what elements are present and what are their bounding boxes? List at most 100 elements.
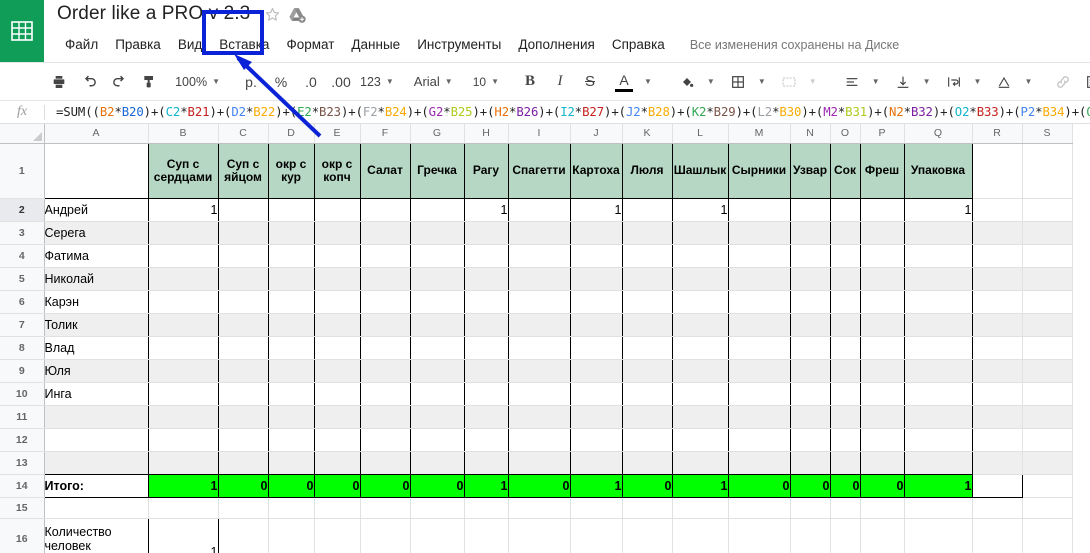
grid-cell[interactable] [508, 497, 571, 519]
text-rotation-button[interactable]: ▼ [985, 69, 1036, 95]
order-qty-cell[interactable] [360, 290, 411, 314]
grid-cell[interactable] [268, 497, 315, 519]
order-qty-cell[interactable] [218, 313, 269, 337]
order-qty-cell[interactable] [672, 428, 729, 452]
grid-cell[interactable] [1022, 518, 1073, 553]
grid-cell[interactable] [1022, 405, 1073, 429]
formula-input[interactable]: =SUM((B2*B20)+(C2*B21)+(D2*B22)+(E2*B23)… [45, 105, 1090, 119]
order-qty-cell[interactable] [508, 359, 571, 383]
order-qty-cell[interactable] [508, 221, 571, 245]
grid-cell[interactable] [728, 497, 791, 519]
order-qty-cell[interactable] [830, 405, 861, 429]
menu-item-help[interactable]: Справка [611, 37, 665, 52]
order-qty-cell[interactable] [410, 405, 465, 429]
grid-cell[interactable] [972, 336, 1023, 360]
order-qty-cell[interactable] [860, 198, 905, 222]
total-value-cell[interactable]: 0 [728, 473, 791, 498]
product-header-cell[interactable]: Суп с сердцами [147, 142, 219, 199]
order-qty-cell[interactable] [790, 382, 831, 406]
grid-cell[interactable] [410, 497, 465, 519]
bold-button[interactable]: B [524, 73, 535, 89]
order-qty-cell[interactable] [410, 267, 465, 291]
order-qty-cell[interactable] [464, 428, 509, 452]
grid-cell[interactable] [972, 497, 1023, 519]
order-qty-cell[interactable] [830, 336, 861, 360]
person-name-cell[interactable]: Влад [43, 336, 149, 360]
row-header-7[interactable]: 7 [0, 313, 45, 337]
order-qty-cell[interactable] [904, 221, 973, 245]
product-header-cell[interactable]: Рагу [464, 142, 509, 199]
order-qty-cell[interactable] [728, 428, 791, 452]
grid-cell[interactable] [44, 497, 149, 519]
column-header-M[interactable]: M [728, 124, 791, 144]
order-qty-cell[interactable]: 1 [904, 198, 973, 222]
order-qty-cell[interactable] [360, 359, 411, 383]
order-qty-cell[interactable] [904, 382, 973, 406]
header-cell-a1[interactable] [43, 142, 149, 199]
grid-cell[interactable] [570, 518, 623, 553]
order-qty-cell[interactable] [904, 359, 973, 383]
sheets-grid-icon[interactable] [0, 0, 44, 62]
order-qty-cell[interactable] [570, 267, 623, 291]
order-qty-cell[interactable] [672, 221, 729, 245]
grid-cell[interactable] [972, 290, 1023, 314]
order-qty-cell[interactable] [728, 198, 791, 222]
order-qty-cell[interactable] [360, 244, 411, 268]
order-qty-cell[interactable] [830, 382, 861, 406]
order-qty-cell[interactable] [464, 405, 509, 429]
order-qty-cell[interactable] [218, 221, 269, 245]
horizontal-align-button[interactable]: ▼ [833, 69, 884, 95]
order-qty-cell[interactable] [790, 290, 831, 314]
order-qty-cell[interactable] [904, 267, 973, 291]
order-qty-cell[interactable] [410, 290, 465, 314]
order-qty-cell[interactable] [570, 382, 623, 406]
order-qty-cell[interactable] [860, 359, 905, 383]
order-qty-cell[interactable] [147, 428, 219, 452]
grid-cell[interactable] [464, 497, 509, 519]
product-header-cell[interactable]: Узвар [790, 142, 831, 199]
drive-add-icon[interactable] [286, 4, 306, 24]
order-qty-cell[interactable] [508, 405, 571, 429]
grid-cell[interactable] [314, 497, 361, 519]
product-header-cell[interactable]: окр с копч [314, 142, 361, 199]
order-qty-cell[interactable] [860, 451, 905, 475]
order-qty-cell[interactable] [508, 267, 571, 291]
grid-cell[interactable] [1022, 428, 1073, 452]
zoom-selector[interactable]: 100% ▼ [175, 69, 224, 95]
paint-format-icon[interactable] [136, 69, 162, 95]
person-name-cell[interactable] [43, 428, 149, 452]
column-header-R[interactable]: R [972, 124, 1023, 144]
order-qty-cell[interactable] [830, 221, 861, 245]
order-qty-cell[interactable] [508, 428, 571, 452]
order-qty-cell[interactable] [728, 405, 791, 429]
order-qty-cell[interactable] [904, 313, 973, 337]
order-qty-cell[interactable] [464, 313, 509, 337]
order-qty-cell[interactable] [790, 267, 831, 291]
grid-cell[interactable] [972, 518, 1023, 553]
grid-cell[interactable] [904, 497, 973, 519]
insert-comment-icon[interactable] [1080, 69, 1090, 95]
order-qty-cell[interactable] [672, 382, 729, 406]
order-qty-cell[interactable] [622, 244, 673, 268]
product-header-cell[interactable]: Салат [360, 142, 411, 199]
person-name-cell[interactable] [43, 405, 149, 429]
column-header-E[interactable]: E [314, 124, 361, 144]
order-qty-cell[interactable] [570, 221, 623, 245]
totals-trailing-cell[interactable] [971, 473, 1023, 498]
order-qty-cell[interactable] [672, 405, 729, 429]
undo-icon[interactable] [76, 69, 102, 95]
order-qty-cell[interactable] [218, 428, 269, 452]
order-qty-cell[interactable] [147, 267, 219, 291]
order-qty-cell[interactable] [830, 198, 861, 222]
product-header-cell[interactable]: окр с кур [268, 142, 315, 199]
order-qty-cell[interactable] [314, 290, 361, 314]
order-qty-cell[interactable] [508, 382, 571, 406]
order-qty-cell[interactable] [728, 359, 791, 383]
grid-cell[interactable] [1022, 474, 1073, 498]
order-qty-cell[interactable] [410, 221, 465, 245]
grid-cell[interactable] [830, 518, 861, 553]
grid-cell[interactable] [972, 198, 1023, 222]
order-qty-cell[interactable] [360, 198, 411, 222]
order-qty-cell[interactable] [147, 244, 219, 268]
person-name-cell[interactable]: Николай [43, 267, 149, 291]
